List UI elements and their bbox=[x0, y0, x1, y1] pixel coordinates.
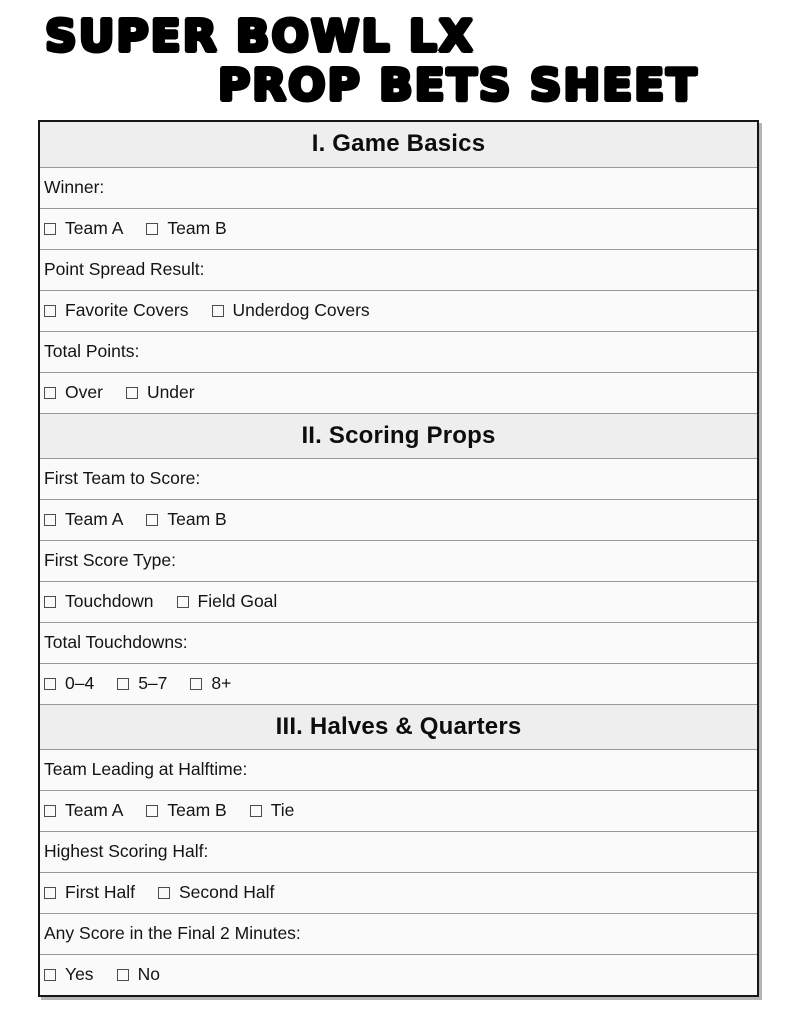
checkbox-icon[interactable] bbox=[117, 677, 130, 690]
checkbox-option[interactable]: Team B bbox=[146, 218, 227, 239]
checkbox-option[interactable]: Over bbox=[44, 382, 103, 403]
option-label: Team B bbox=[167, 509, 227, 530]
checkbox-icon[interactable] bbox=[146, 804, 159, 817]
prompt-row: Team Leading at Halftime: bbox=[40, 748, 757, 790]
prompt-label: Team Leading at Halftime: bbox=[44, 759, 248, 780]
checkbox-icon[interactable] bbox=[249, 804, 262, 817]
prop-bets-table: I. Game Basics Winner: Team A Team B Point S… bbox=[38, 119, 759, 997]
prompt-row: Point Spread Result: bbox=[40, 248, 757, 290]
option-label: Under bbox=[146, 382, 195, 403]
checkbox-option[interactable]: First Half bbox=[44, 882, 135, 903]
option-label: Tie bbox=[270, 800, 295, 821]
option-label: First Half bbox=[65, 882, 135, 903]
options-row: Team A Team B bbox=[40, 498, 757, 540]
option-label: Team A bbox=[65, 218, 124, 239]
checkbox-option[interactable]: Touchdown bbox=[44, 591, 154, 612]
options-row: Team A Team B Tie bbox=[40, 789, 757, 831]
prompt-row: First Team to Score: bbox=[40, 457, 757, 499]
checkbox-option[interactable]: Field Goal bbox=[176, 591, 278, 612]
option-label: Yes bbox=[65, 964, 94, 985]
prompt-row: Total Touchdowns: bbox=[40, 621, 757, 663]
section-header: III. Halves & Quarters bbox=[40, 703, 757, 749]
checkbox-icon[interactable] bbox=[44, 386, 56, 399]
option-label: Team B bbox=[167, 800, 227, 821]
option-label: Team A bbox=[65, 509, 124, 530]
checkbox-icon[interactable] bbox=[44, 968, 56, 981]
checkbox-option[interactable]: Yes bbox=[44, 964, 94, 985]
option-label: Team A bbox=[65, 800, 124, 821]
prompt-label: Any Score in the Final 2 Minutes: bbox=[44, 923, 301, 944]
prompt-label: Total Touchdowns: bbox=[44, 632, 188, 653]
options-row: First Half Second Half bbox=[40, 871, 757, 913]
checkbox-option[interactable]: Underdog Covers bbox=[211, 300, 370, 321]
checkbox-option[interactable]: Team A bbox=[44, 218, 123, 239]
checkbox-icon[interactable] bbox=[125, 386, 138, 399]
title-line-1: SUPER BOWL LX bbox=[45, 11, 475, 62]
checkbox-option[interactable]: Team B bbox=[146, 509, 227, 530]
checkbox-icon[interactable] bbox=[44, 886, 56, 899]
prompt-row: Highest Scoring Half: bbox=[40, 830, 757, 872]
checkbox-icon[interactable] bbox=[44, 304, 56, 317]
checkbox-option[interactable]: Team A bbox=[44, 509, 123, 530]
checkbox-option[interactable]: No bbox=[116, 964, 160, 985]
checkbox-icon[interactable] bbox=[190, 677, 203, 690]
checkbox-icon[interactable] bbox=[146, 513, 159, 526]
option-label: Team B bbox=[167, 218, 227, 239]
options-row: Yes No bbox=[40, 953, 757, 995]
checkbox-icon[interactable] bbox=[146, 222, 159, 235]
checkbox-icon[interactable] bbox=[176, 595, 189, 608]
checkbox-option[interactable]: Under bbox=[125, 382, 195, 403]
option-label: Underdog Covers bbox=[232, 300, 370, 321]
prompt-label: Highest Scoring Half: bbox=[44, 841, 209, 862]
option-label: Over bbox=[65, 382, 103, 403]
checkbox-icon[interactable] bbox=[158, 886, 170, 899]
checkbox-option[interactable]: Tie bbox=[249, 800, 295, 821]
checkbox-icon[interactable] bbox=[44, 513, 56, 526]
section-header: II. Scoring Props bbox=[40, 412, 757, 458]
checkbox-icon[interactable] bbox=[116, 968, 129, 981]
options-row: Team A Team B bbox=[40, 207, 757, 249]
prompt-row: Any Score in the Final 2 Minutes: bbox=[40, 912, 757, 954]
prompt-label: First Score Type: bbox=[44, 550, 176, 571]
checkbox-option[interactable]: Team A bbox=[44, 800, 123, 821]
options-row: Favorite Covers Underdog Covers bbox=[40, 289, 757, 331]
prompt-row: Winner: bbox=[40, 166, 757, 208]
option-label: Field Goal bbox=[197, 591, 278, 612]
option-label: Touchdown bbox=[65, 591, 154, 612]
checkbox-option[interactable]: 0–4 bbox=[44, 673, 94, 694]
checkbox-option[interactable]: Second Half bbox=[158, 882, 274, 903]
checkbox-icon[interactable] bbox=[44, 595, 56, 608]
checkbox-icon[interactable] bbox=[44, 222, 56, 235]
option-label: 8+ bbox=[211, 673, 232, 694]
checkbox-option[interactable]: Team B bbox=[146, 800, 227, 821]
prompt-label: First Team to Score: bbox=[44, 468, 201, 489]
option-label: No bbox=[137, 964, 160, 985]
checkbox-option[interactable]: Favorite Covers bbox=[44, 300, 189, 321]
page-title: SUPER BOWL LX PROP BETS SHEET bbox=[0, 0, 791, 111]
prompt-row: Total Points: bbox=[40, 330, 757, 372]
checkbox-icon[interactable] bbox=[44, 677, 56, 690]
option-label: Favorite Covers bbox=[65, 300, 189, 321]
options-row: Touchdown Field Goal bbox=[40, 580, 757, 622]
prompt-label: Total Points: bbox=[44, 341, 140, 362]
checkbox-option[interactable]: 5–7 bbox=[117, 673, 167, 694]
option-label: 5–7 bbox=[138, 673, 168, 694]
option-label: 0–4 bbox=[65, 673, 95, 694]
option-label: Second Half bbox=[179, 882, 275, 903]
checkbox-icon[interactable] bbox=[44, 804, 56, 817]
options-row: Over Under bbox=[40, 371, 757, 413]
checkbox-option[interactable]: 8+ bbox=[190, 673, 231, 694]
prompt-row: First Score Type: bbox=[40, 539, 757, 581]
title-line-2: PROP BETS SHEET bbox=[218, 60, 699, 112]
checkbox-icon[interactable] bbox=[211, 304, 224, 317]
prompt-label: Point Spread Result: bbox=[44, 259, 205, 280]
prompt-label: Winner: bbox=[44, 177, 105, 198]
section-header: I. Game Basics bbox=[40, 121, 757, 167]
options-row: 0–4 5–7 8+ bbox=[40, 662, 757, 704]
